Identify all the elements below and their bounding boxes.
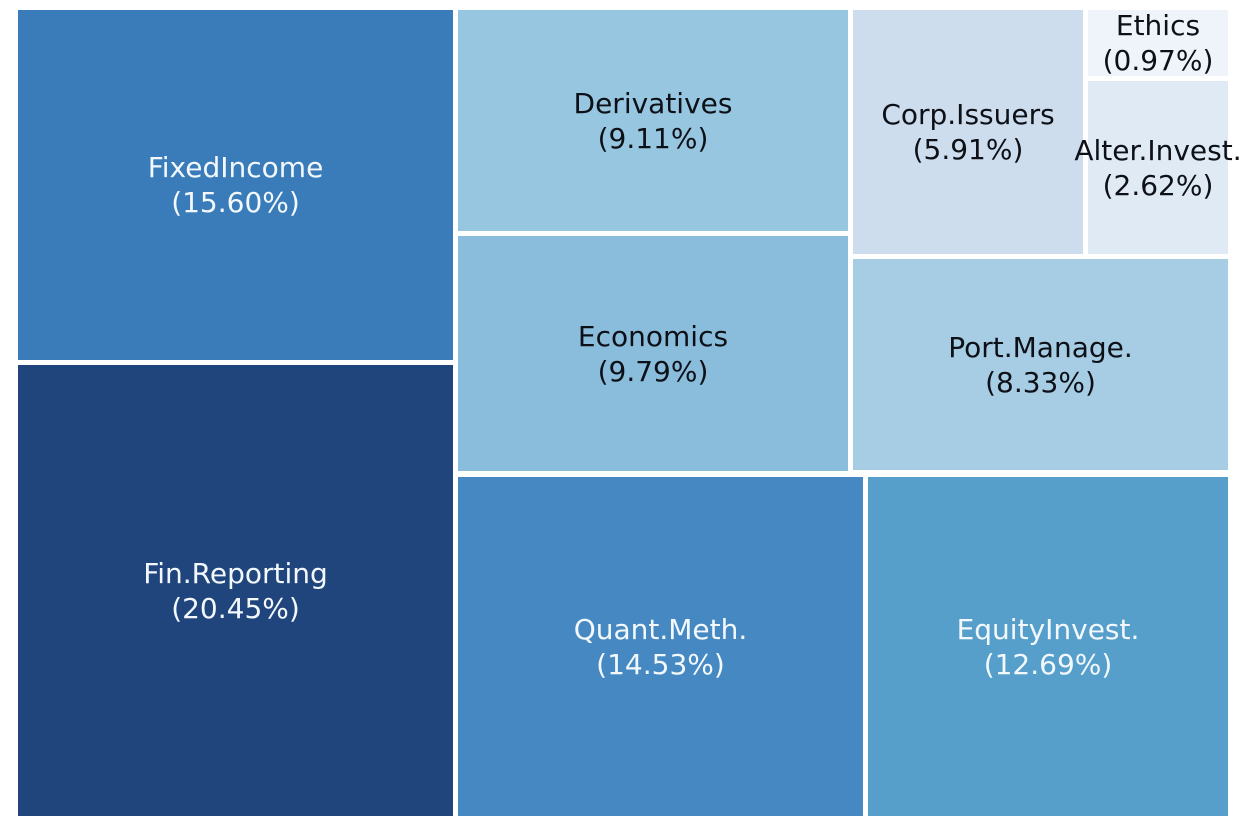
tile-percentage-label: (14.53%) — [596, 647, 725, 681]
tile-category-label: Quant.Meth. — [573, 612, 748, 646]
tile-category-label: Derivatives — [573, 86, 733, 120]
tile-percentage-label: (9.79%) — [597, 354, 709, 388]
tile-label-group: Ethics (0.97%) — [1103, 8, 1214, 78]
tile-category-label: Ethics — [1115, 9, 1201, 42]
tile-percentage-label: (15.60%) — [171, 186, 300, 219]
tile-category-label: Economics — [577, 319, 729, 353]
tile-category-label: Alter.Invest. — [1074, 133, 1242, 167]
tile-category-label: EquityInvest. — [956, 612, 1140, 646]
treemap-tile-derivatives: Derivatives (9.11%) — [458, 10, 848, 231]
treemap-tile-fixed-income: FixedIncome (15.60%) — [18, 10, 453, 360]
tile-label-group: Fin.Reporting (20.45%) — [143, 556, 328, 626]
tile-category-label: Port.Manage. — [948, 330, 1133, 364]
treemap-tile-corp-issuers: Corp.Issuers (5.91%) — [853, 10, 1083, 254]
tile-label-group: FixedIncome (15.60%) — [148, 150, 324, 220]
treemap-tile-economics: Economics (9.79%) — [458, 236, 848, 471]
tile-percentage-label: (9.11%) — [597, 121, 709, 155]
tile-percentage-label: (0.97%) — [1102, 44, 1214, 77]
tile-label-group: Corp.Issuers (5.91%) — [881, 97, 1054, 167]
treemap-tile-ethics: Ethics (0.97%) — [1088, 8, 1228, 78]
tile-label-group: Port.Manage. (8.33%) — [948, 330, 1133, 400]
treemap-tile-quant-meth: Quant.Meth. (14.53%) — [458, 477, 863, 816]
tile-percentage-label: (5.91%) — [912, 133, 1024, 166]
tile-percentage-label: (20.45%) — [171, 591, 300, 625]
treemap-tile-fin-reporting: Fin.Reporting (20.45%) — [18, 365, 453, 816]
tile-label-group: Derivatives (9.11%) — [574, 86, 733, 156]
tile-label-group: Alter.Invest. (2.62%) — [1074, 133, 1241, 203]
tile-label-group: Economics (9.79%) — [578, 319, 728, 389]
tile-label-group: Quant.Meth. (14.53%) — [574, 612, 748, 682]
treemap-tile-equity-invest: EquityInvest. (12.69%) — [868, 477, 1228, 816]
tile-percentage-label: (2.62%) — [1102, 168, 1214, 202]
tile-category-label: FixedIncome — [147, 151, 324, 184]
treemap-tile-alter-invest: Alter.Invest. (2.62%) — [1074, 81, 1242, 254]
tile-label-group: EquityInvest. (12.69%) — [957, 612, 1140, 682]
tile-category-label: Fin.Reporting — [143, 556, 328, 590]
tile-category-label: Corp.Issuers — [881, 98, 1055, 131]
treemap-tile-port-manage: Port.Manage. (8.33%) — [853, 259, 1228, 470]
tile-percentage-label: (8.33%) — [985, 365, 1096, 399]
tile-percentage-label: (12.69%) — [983, 647, 1113, 681]
